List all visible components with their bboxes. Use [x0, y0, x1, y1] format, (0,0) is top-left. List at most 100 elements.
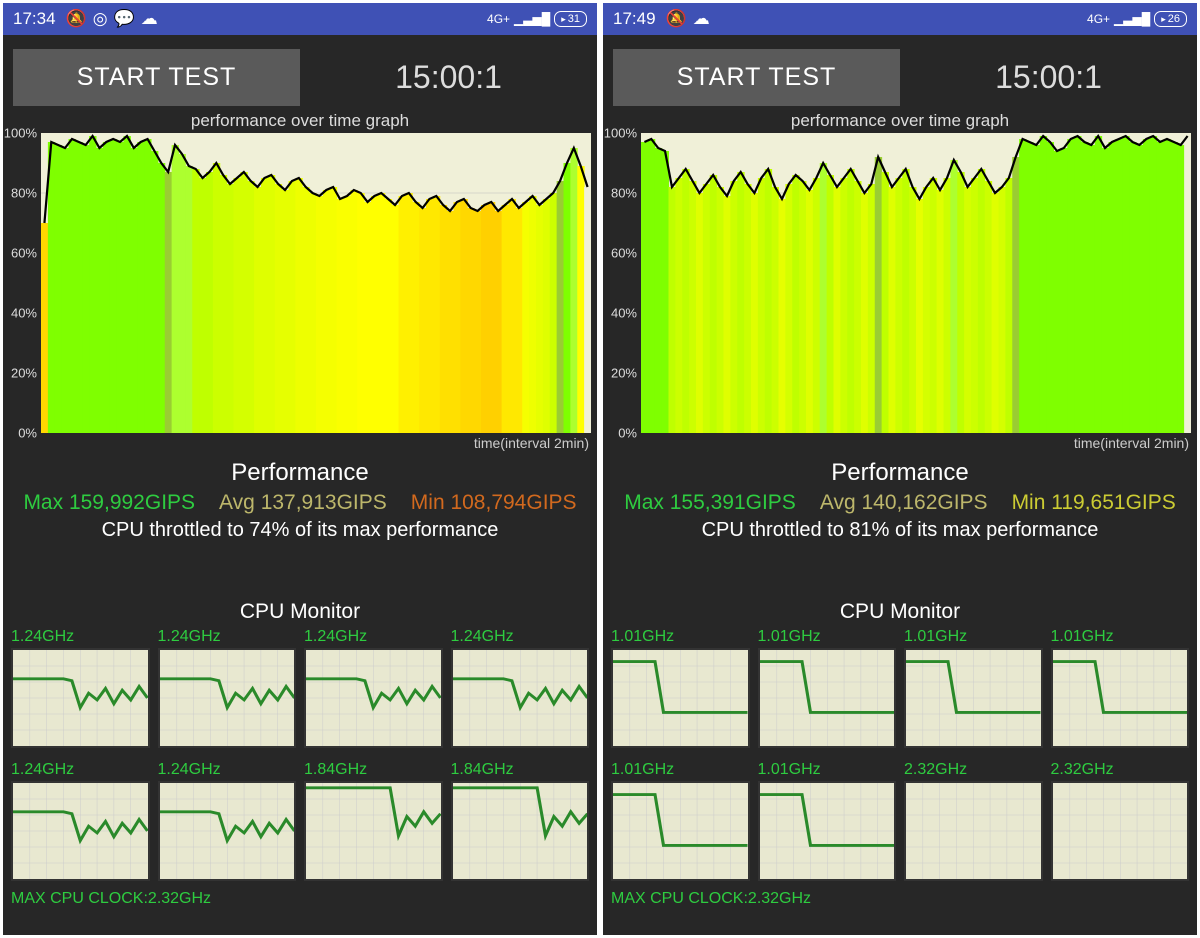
y-tick-label: 20%: [611, 366, 637, 381]
max-cpu-clock: MAX CPU CLOCK:2.32GHz: [603, 888, 1197, 910]
perf-avg: Avg 137,913GIPS: [219, 491, 387, 515]
cpu-core-5: 1.01GHz: [758, 761, 897, 886]
cpu-core-6: 1.84GHz: [304, 761, 443, 886]
performance-chart: 100%80%60%40%20%0%: [41, 133, 591, 433]
y-tick-label: 40%: [611, 306, 637, 321]
perf-max: Max 159,992GIPS: [23, 491, 195, 515]
throttle-info: CPU throttled to 81% of its max performa…: [603, 519, 1197, 542]
y-tick-label: 60%: [611, 246, 637, 261]
status-icons-right: 4G+ ▁▃▅█ 26: [1087, 11, 1187, 27]
clock-time: 17:49: [613, 9, 656, 29]
perf-min: Min 119,651GIPS: [1012, 491, 1176, 515]
network-type: 4G+: [1087, 12, 1110, 26]
clock-time: 17:34: [13, 9, 56, 29]
cpu-freq-label: 1.84GHz: [451, 761, 590, 779]
y-tick-label: 20%: [11, 366, 37, 381]
cpu-freq-label: 1.01GHz: [758, 761, 897, 779]
cpu-core-graph: [1051, 781, 1190, 881]
mute-icon: 🔕: [666, 9, 687, 29]
perf-avg: Avg 140,162GIPS: [820, 491, 988, 515]
cpu-core-grid: 1.24GHz 1.24GHz 1.24GHz 1.24GHz 1.24GHz 1.24G…: [3, 624, 597, 888]
cpu-core-graph: [304, 648, 443, 748]
signal-icon: ▁▃▅█: [1114, 12, 1150, 26]
cpu-core-2: 1.24GHz: [304, 628, 443, 753]
performance-stats: Max 155,391GIPS Avg 140,162GIPS Min 119,…: [603, 491, 1197, 515]
cpu-core-2: 1.01GHz: [904, 628, 1043, 753]
status-icons-right: 4G+ ▁▃▅█ 31: [487, 11, 587, 27]
cpu-core-5: 1.24GHz: [158, 761, 297, 886]
cpu-freq-label: 1.24GHz: [451, 628, 590, 646]
signal-icon: ▁▃▅█: [514, 12, 550, 26]
x-axis-label: time(interval 2min): [603, 435, 1189, 451]
cpu-core-graph: [11, 648, 150, 748]
cpu-core-7: 2.32GHz: [1051, 761, 1190, 886]
cpu-freq-label: 1.01GHz: [611, 761, 750, 779]
timer-display: 15:00:1: [910, 59, 1187, 96]
phone-left: 17:34 🔕 ◎ 💬 ☁ 4G+ ▁▃▅█ 31 START TEST 15:0…: [3, 3, 597, 935]
performance-stats: Max 159,992GIPS Avg 137,913GIPS Min 108,…: [3, 491, 597, 515]
cpu-core-graph: [904, 781, 1043, 881]
start-test-button[interactable]: START TEST: [613, 49, 900, 106]
max-cpu-clock: MAX CPU CLOCK:2.32GHz: [3, 888, 597, 910]
chart-title: performance over time graph: [3, 111, 597, 131]
network-type: 4G+: [487, 12, 510, 26]
chat-icon: 💬: [114, 9, 135, 29]
y-tick-label: 100%: [4, 126, 37, 141]
cpu-core-3: 1.24GHz: [451, 628, 590, 753]
cpu-freq-label: 1.24GHz: [304, 628, 443, 646]
y-tick-label: 100%: [604, 126, 637, 141]
cpu-freq-label: 1.01GHz: [611, 628, 750, 646]
battery-indicator: 31: [554, 11, 587, 27]
performance-heading: Performance: [603, 459, 1197, 487]
cpu-monitor-heading: CPU Monitor: [3, 600, 597, 624]
cpu-core-3: 1.01GHz: [1051, 628, 1190, 753]
cpu-freq-label: 2.32GHz: [904, 761, 1043, 779]
battery-indicator: 26: [1154, 11, 1187, 27]
cpu-core-graph: [1051, 648, 1190, 748]
cpu-core-graph: [611, 781, 750, 881]
status-bar: 17:49 🔕 ☁ 4G+ ▁▃▅█ 26: [603, 3, 1197, 35]
instagram-icon: ◎: [93, 9, 108, 29]
cpu-core-graph: [11, 781, 150, 881]
mute-icon: 🔕: [66, 9, 87, 29]
phone-right: 17:49 🔕 ☁ 4G+ ▁▃▅█ 26 START TEST 15:00:1…: [603, 3, 1197, 935]
cpu-freq-label: 1.24GHz: [158, 761, 297, 779]
cpu-freq-label: 1.24GHz: [11, 628, 150, 646]
cpu-core-graph: [158, 781, 297, 881]
cpu-freq-label: 1.01GHz: [758, 628, 897, 646]
cpu-core-1: 1.01GHz: [758, 628, 897, 753]
cpu-freq-label: 1.01GHz: [904, 628, 1043, 646]
cpu-core-0: 1.24GHz: [11, 628, 150, 753]
cpu-core-1: 1.24GHz: [158, 628, 297, 753]
y-tick-label: 80%: [611, 186, 637, 201]
throttle-info: CPU throttled to 74% of its max performa…: [3, 519, 597, 542]
cpu-core-graph: [758, 781, 897, 881]
cloud-icon: ☁: [141, 9, 158, 29]
y-tick-label: 60%: [11, 246, 37, 261]
cpu-core-graph: [304, 781, 443, 881]
performance-chart: 100%80%60%40%20%0%: [641, 133, 1191, 433]
cpu-core-graph: [451, 648, 590, 748]
cpu-core-0: 1.01GHz: [611, 628, 750, 753]
cpu-core-7: 1.84GHz: [451, 761, 590, 886]
cpu-core-graph: [758, 648, 897, 748]
perf-max: Max 155,391GIPS: [624, 491, 796, 515]
cpu-core-6: 2.32GHz: [904, 761, 1043, 886]
cpu-freq-label: 1.84GHz: [304, 761, 443, 779]
cpu-freq-label: 1.24GHz: [11, 761, 150, 779]
cpu-freq-label: 1.24GHz: [158, 628, 297, 646]
timer-display: 15:00:1: [310, 59, 587, 96]
cpu-freq-label: 2.32GHz: [1051, 761, 1190, 779]
cloud-icon: ☁: [693, 9, 710, 29]
y-tick-label: 40%: [11, 306, 37, 321]
chart-title: performance over time graph: [603, 111, 1197, 131]
cpu-core-4: 1.24GHz: [11, 761, 150, 886]
status-bar: 17:34 🔕 ◎ 💬 ☁ 4G+ ▁▃▅█ 31: [3, 3, 597, 35]
x-axis-label: time(interval 2min): [3, 435, 589, 451]
start-test-button[interactable]: START TEST: [13, 49, 300, 106]
cpu-core-grid: 1.01GHz 1.01GHz 1.01GHz 1.01GHz 1.01GHz 1.01G…: [603, 624, 1197, 888]
perf-min: Min 108,794GIPS: [411, 491, 577, 515]
cpu-core-graph: [451, 781, 590, 881]
cpu-freq-label: 1.01GHz: [1051, 628, 1190, 646]
cpu-monitor-heading: CPU Monitor: [603, 600, 1197, 624]
